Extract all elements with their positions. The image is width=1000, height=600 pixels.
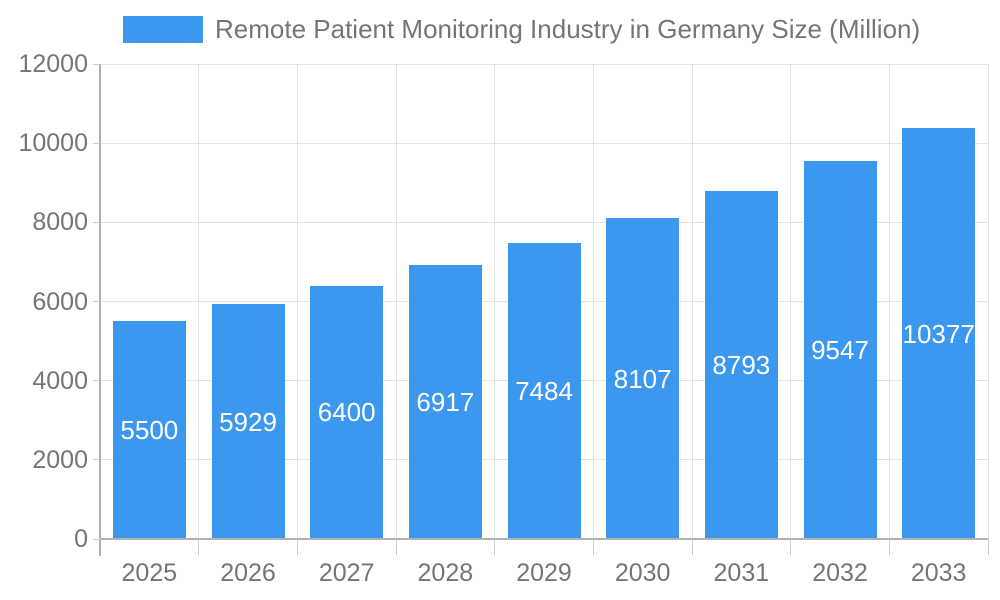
plot-area: 5500 5929 6400 6917 7484 8107 8793 9547 10377 (99, 63, 989, 556)
bar-value-label: 5500 (120, 415, 179, 446)
x-tick-label-2026: 2026 (220, 559, 276, 587)
x-tick-label-2033: 2033 (910, 559, 967, 587)
h-gridline (100, 63, 988, 65)
bar-value-label: 8107 (613, 363, 672, 394)
x-tick-mark (691, 539, 693, 555)
legend-label: Remote Patient Monitoring Industry in Ge… (215, 14, 921, 44)
x-tick-mark (494, 539, 496, 555)
v-gridline (691, 64, 693, 539)
x-tick-mark (395, 539, 397, 555)
bar-value-label: 8793 (712, 349, 771, 380)
v-gridline (790, 64, 792, 539)
h-gridline (100, 221, 988, 223)
y-tick-mark (93, 459, 100, 461)
y-tick-mark (93, 63, 100, 65)
y-axis-line (99, 64, 101, 556)
bar-2033[interactable] (902, 128, 976, 539)
bar-2031[interactable] (704, 190, 778, 539)
x-tick-mark (987, 539, 989, 555)
h-gridline (100, 142, 988, 144)
x-tick-mark (888, 539, 890, 555)
y-tick-mark (93, 142, 100, 144)
v-gridline (395, 64, 397, 539)
x-tick-mark (790, 539, 792, 555)
y-tick-label: 10000 (18, 129, 88, 158)
x-tick-label-2030: 2030 (614, 559, 671, 587)
bar-2032[interactable] (803, 161, 877, 539)
v-gridline (494, 64, 496, 539)
x-tick-label-2028: 2028 (417, 559, 474, 587)
x-tick-mark (296, 539, 298, 555)
x-axis-baseline (99, 538, 988, 540)
bar-2029[interactable] (507, 242, 581, 539)
x-tick-mark (198, 539, 200, 555)
bar-2030[interactable] (606, 218, 680, 539)
bar-value-label: 7484 (515, 375, 573, 406)
legend-swatch-icon (123, 16, 203, 43)
bar-2026[interactable] (211, 304, 285, 539)
v-gridline (296, 64, 298, 539)
y-tick-mark (93, 538, 100, 540)
bar-2025[interactable] (112, 321, 186, 539)
x-tick-mark (592, 539, 594, 555)
y-tick-label: 8000 (32, 208, 88, 237)
y-tick-label: 0 (74, 525, 88, 553)
y-tick-label: 6000 (32, 287, 88, 316)
y-tick-label: 2000 (32, 445, 88, 474)
x-tick-label-2032: 2032 (812, 559, 868, 587)
x-tick-label-2027: 2027 (318, 559, 375, 587)
bar-value-label: 5929 (219, 406, 277, 437)
y-tick-label: 12000 (18, 50, 88, 78)
y-tick-mark (93, 221, 100, 223)
bar-value-label: 6400 (317, 397, 376, 428)
bar-value-label: 9547 (811, 335, 869, 366)
y-tick-mark (93, 301, 100, 302)
y-tick-label: 4000 (32, 366, 88, 395)
x-tick-label-2025: 2025 (121, 559, 178, 587)
x-tick-label-2029: 2029 (516, 559, 572, 587)
v-gridline (987, 64, 989, 539)
bar-value-label: 6917 (416, 387, 475, 418)
chart-legend: Remote Patient Monitoring Industry in Ge… (123, 16, 920, 43)
v-gridline (198, 64, 200, 539)
x-tick-label-2031: 2031 (713, 559, 770, 587)
bar-2028[interactable] (408, 265, 482, 539)
v-gridline (888, 64, 890, 539)
v-gridline (592, 64, 594, 539)
bar-value-label: 10377 (902, 318, 975, 349)
y-tick-mark (93, 380, 100, 382)
bar-2027[interactable] (310, 285, 384, 539)
